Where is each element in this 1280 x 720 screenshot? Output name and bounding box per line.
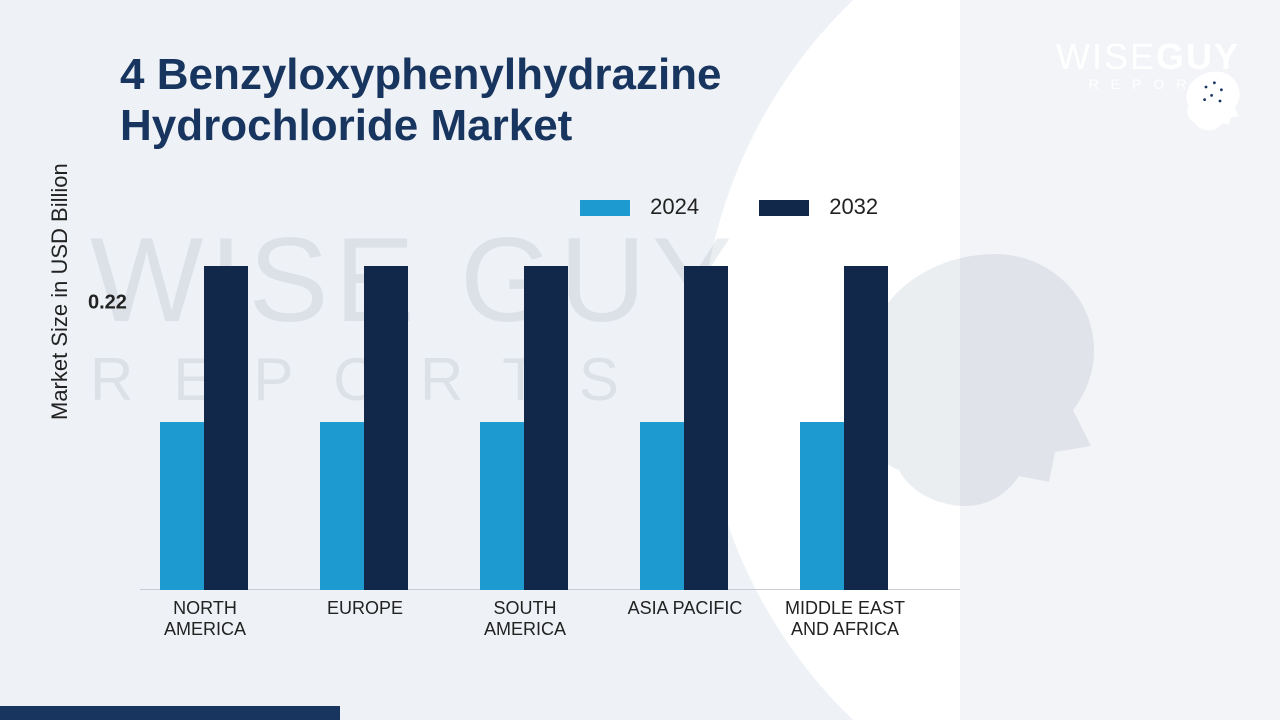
page-title: 4 Benzyloxyphenylhydrazine Hydrochloride… bbox=[120, 50, 840, 151]
bar bbox=[480, 422, 524, 590]
legend-item-2032: 2032 bbox=[759, 194, 878, 220]
brand-head-icon bbox=[1178, 66, 1248, 136]
y-axis-label: Market Size in USD Billion bbox=[47, 163, 73, 420]
legend-label-2032: 2032 bbox=[829, 194, 878, 219]
category-label: MIDDLE EAST AND AFRICA bbox=[775, 590, 915, 639]
category-label: SOUTH AMERICA bbox=[455, 590, 595, 639]
bar bbox=[524, 266, 568, 590]
bar bbox=[684, 266, 728, 590]
brand-word-wise: WISE bbox=[1056, 36, 1156, 77]
chart: Market Size in USD Billion 2024 2032 0.2… bbox=[60, 170, 960, 670]
bar bbox=[204, 266, 248, 590]
brand-logo: WISEGUY REPORTS bbox=[1056, 36, 1240, 92]
bar bbox=[800, 422, 844, 590]
legend-swatch-2024 bbox=[580, 200, 630, 216]
stage: WISE GUY REPORTS WISEGUY REPORTS 4 Benzy… bbox=[0, 0, 1280, 720]
legend: 2024 2032 bbox=[580, 194, 878, 220]
bar bbox=[640, 422, 684, 590]
category-label: EUROPE bbox=[295, 590, 435, 619]
y-tick: 0.22 bbox=[88, 292, 127, 315]
bar bbox=[844, 266, 888, 590]
plot-area: 0.22NORTH AMERICAEUROPESOUTH AMERICAASIA… bbox=[140, 230, 960, 590]
bar bbox=[364, 266, 408, 590]
bar bbox=[160, 422, 204, 590]
category-label: NORTH AMERICA bbox=[135, 590, 275, 639]
legend-swatch-2032 bbox=[759, 200, 809, 216]
bar bbox=[320, 422, 364, 590]
category-label: ASIA PACIFIC bbox=[615, 590, 755, 619]
legend-item-2024: 2024 bbox=[580, 194, 699, 220]
legend-label-2024: 2024 bbox=[650, 194, 699, 219]
bottom-accent-strip bbox=[0, 706, 340, 720]
